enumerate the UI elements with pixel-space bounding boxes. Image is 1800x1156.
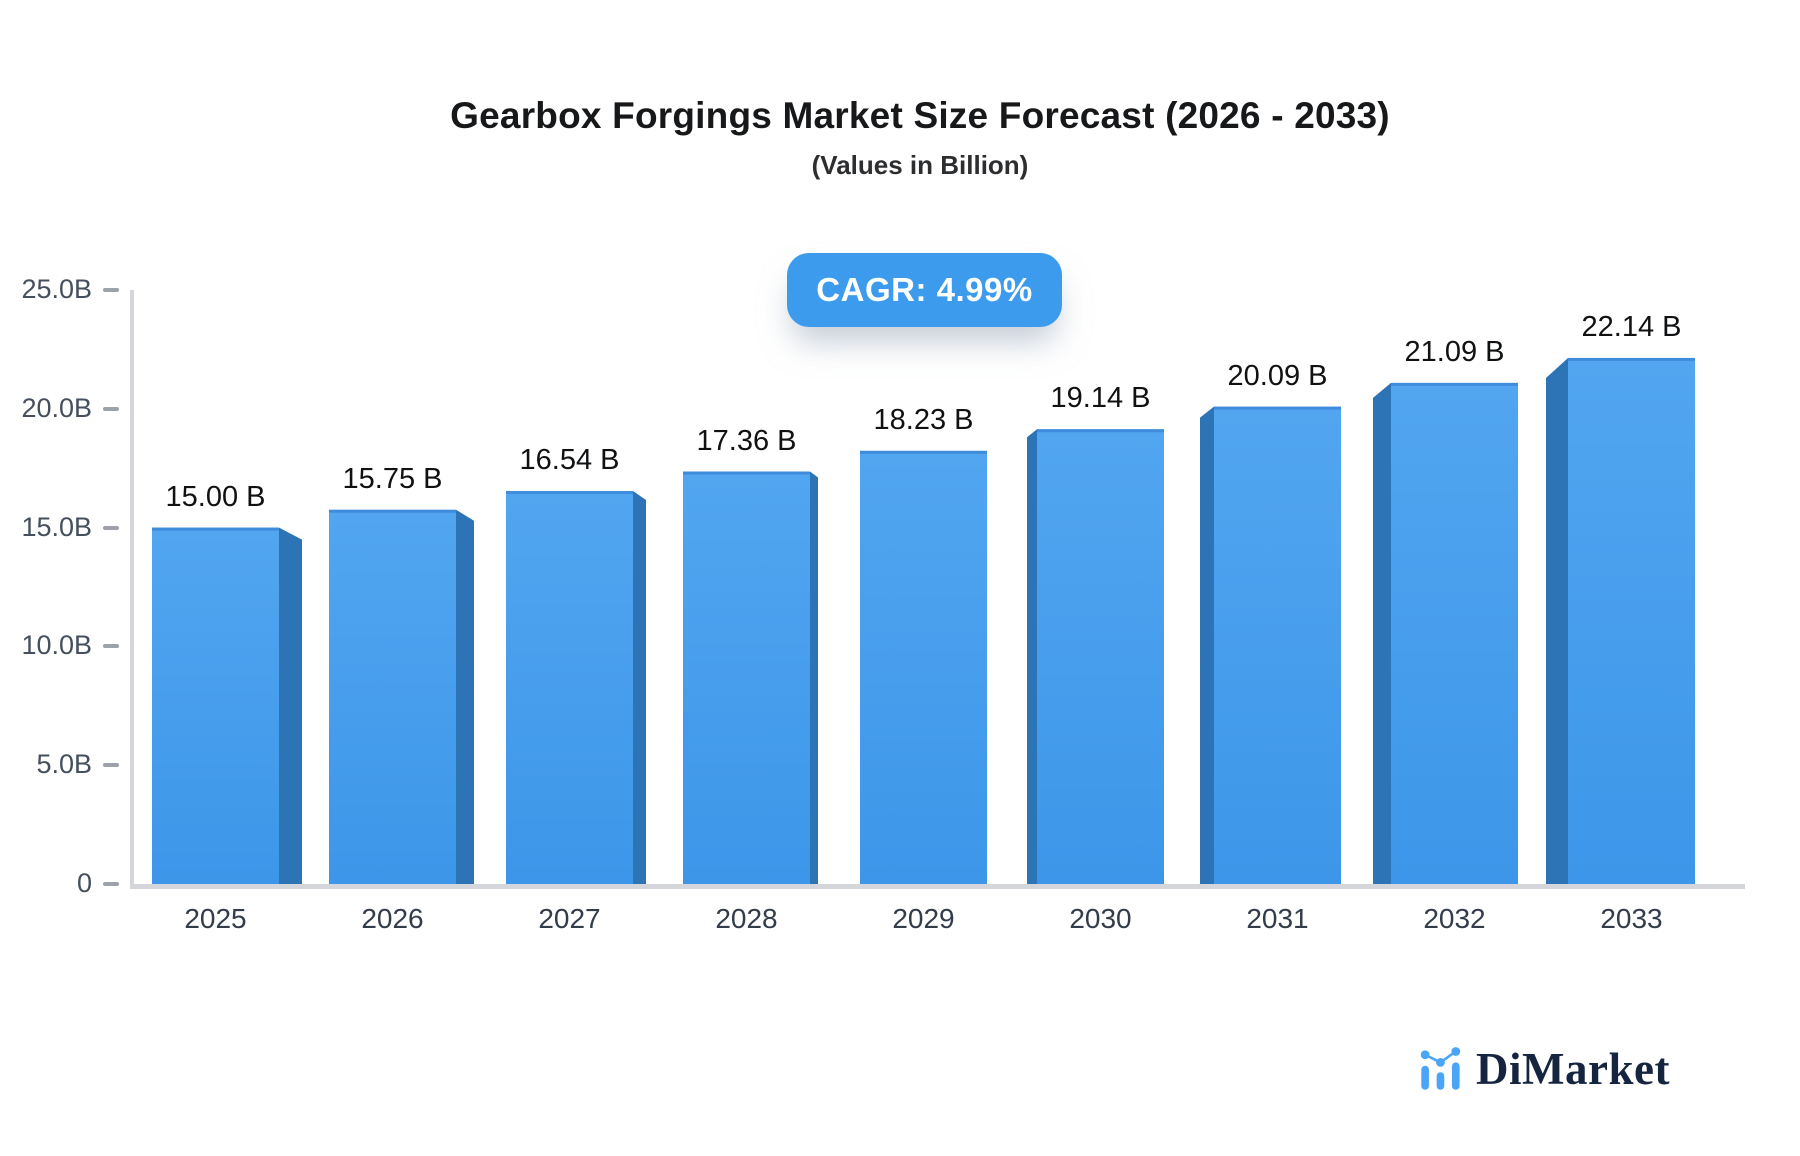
y-axis-tick — [103, 288, 119, 292]
bar-chart-icon — [1420, 1047, 1461, 1090]
bar-side-face — [633, 491, 646, 884]
bar-front-face — [506, 491, 633, 884]
bar-top-edge — [506, 491, 633, 495]
bar-side-face — [810, 471, 818, 884]
bar-front-face — [683, 471, 810, 884]
y-axis-tick-label: 20.0B — [21, 392, 92, 423]
x-axis-tick-label: 2028 — [715, 903, 778, 934]
y-axis-tick-label: 10.0B — [21, 630, 92, 661]
bar-front-face — [1214, 406, 1341, 884]
bar-top-edge — [329, 509, 456, 513]
bar-front-face — [1568, 357, 1695, 884]
bar-2025 — [152, 527, 302, 884]
y-axis-tick-label: 5.0B — [36, 749, 92, 780]
bar-side-face — [1027, 429, 1037, 884]
x-axis-tick-label: 2033 — [1600, 903, 1663, 934]
bar-2026 — [329, 509, 474, 884]
x-axis-tick-label: 2027 — [538, 903, 601, 934]
bar-2031 — [1200, 406, 1341, 884]
bar-value-label: 20.09 B — [1227, 359, 1328, 392]
y-axis-tick-label: 15.0B — [21, 511, 92, 542]
x-axis-baseline — [130, 884, 1745, 889]
bar-top-edge — [1214, 406, 1341, 410]
y-axis-tick — [103, 406, 119, 411]
bar-value-label: 17.36 B — [696, 424, 797, 457]
y-axis-tick — [103, 882, 119, 886]
bar-value-label: 15.75 B — [342, 462, 443, 495]
x-axis-tick-label: 2026 — [361, 903, 424, 934]
y-axis-line — [130, 290, 134, 889]
x-axis-tick-label: 2025 — [184, 903, 247, 934]
bar-top-edge — [1037, 429, 1164, 433]
brand-name: DiMarket — [1476, 1044, 1670, 1094]
cagr-badge: CAGR: 4.99% — [787, 253, 1062, 327]
chart-subtitle: (Values in Billion) — [811, 150, 1029, 180]
bar-2032 — [1373, 382, 1518, 884]
bar-top-edge — [860, 450, 987, 454]
bar-value-label: 15.00 B — [165, 480, 266, 513]
bar-2028 — [683, 471, 818, 884]
bar-value-label: 18.23 B — [873, 403, 974, 436]
bar-2029 — [860, 450, 987, 884]
bar-2027 — [506, 491, 646, 884]
bar-side-face — [1200, 406, 1214, 884]
bar-side-face — [1546, 357, 1568, 884]
bar-top-edge — [1568, 357, 1695, 361]
x-axis-tick-label: 2031 — [1246, 903, 1309, 934]
bar-side-face — [279, 527, 302, 884]
bar-top-edge — [152, 527, 279, 531]
bar-front-face — [152, 527, 279, 884]
y-axis-tick — [103, 763, 119, 768]
bar-value-label: 22.14 B — [1581, 310, 1682, 343]
x-axis-tick-label: 2029 — [892, 903, 955, 934]
bar-front-face — [1037, 429, 1164, 884]
bar-2033 — [1546, 357, 1695, 884]
x-axis-tick-label: 2030 — [1069, 903, 1132, 934]
brand-logo[interactable]: DiMarket — [1419, 1043, 1670, 1095]
y-axis-tick — [103, 525, 119, 530]
bar-front-face — [860, 450, 987, 884]
bar-2030 — [1027, 429, 1164, 884]
y-axis-tick-label: 25.0B — [21, 274, 92, 304]
bar-side-face — [456, 509, 474, 884]
bar-value-label: 16.54 B — [519, 444, 620, 476]
bar-value-label: 21.09 B — [1404, 335, 1505, 368]
bar-top-edge — [683, 471, 810, 475]
bar-side-face — [1373, 382, 1391, 884]
bar-value-label: 19.14 B — [1050, 382, 1151, 415]
chart-title: Gearbox Forgings Market Size Forecast (2… — [450, 95, 1390, 136]
x-axis-tick-label: 2032 — [1423, 903, 1486, 934]
y-axis-tick — [103, 644, 119, 649]
bar-top-edge — [1391, 382, 1518, 386]
bar-front-face — [1391, 382, 1518, 884]
y-axis-tick-label: 0 — [76, 868, 92, 898]
bar-front-face — [329, 509, 456, 884]
